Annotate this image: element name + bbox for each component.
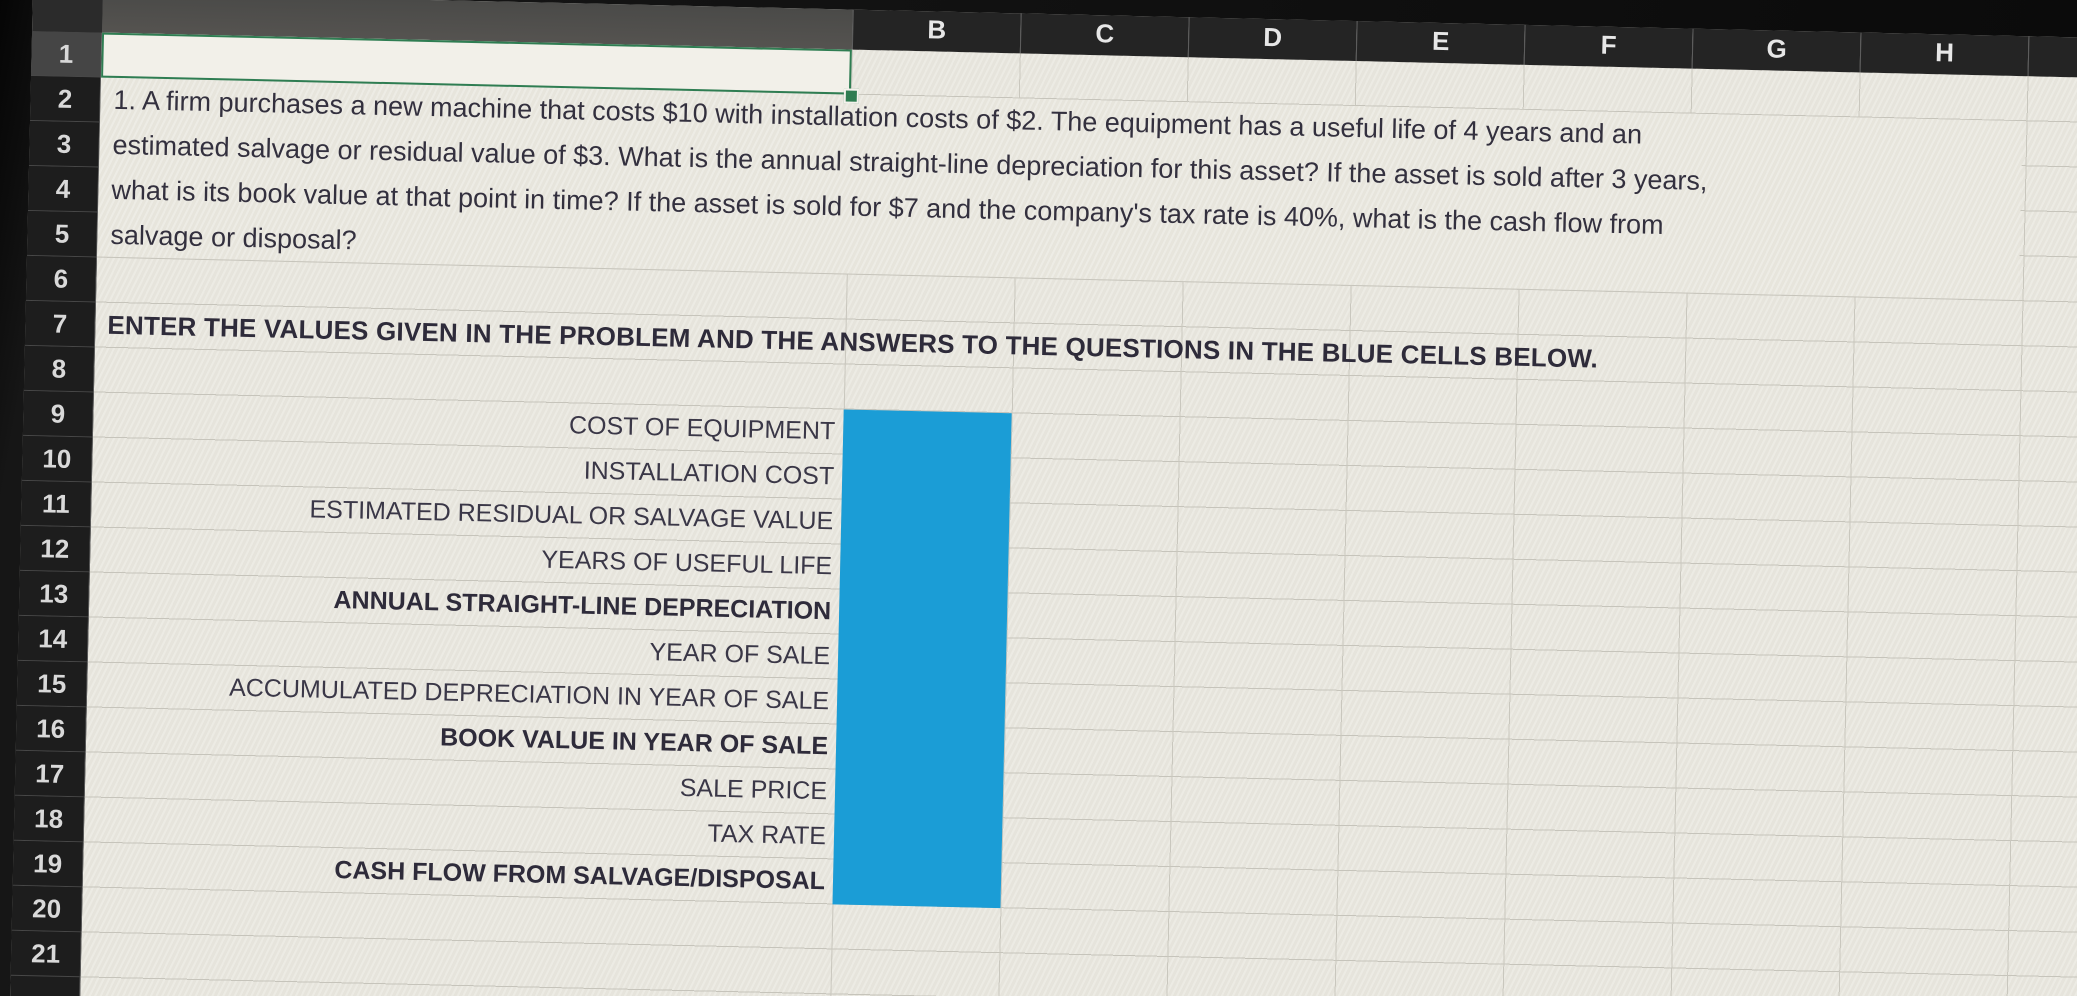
column-header-E[interactable]: E	[1355, 21, 1525, 65]
column-header-G[interactable]: G	[1691, 28, 1861, 73]
row-header-21[interactable]: 21	[10, 930, 81, 978]
column-header-D[interactable]: D	[1187, 17, 1357, 62]
column-header-partial[interactable]	[2027, 36, 2077, 81]
row-header-3[interactable]: 3	[29, 120, 100, 168]
column-header-F[interactable]: F	[1523, 24, 1693, 69]
blue-input-cells-B9-B19[interactable]	[832, 409, 1012, 909]
row-header-7[interactable]: 7	[24, 300, 95, 348]
row-header-4[interactable]: 4	[28, 165, 99, 213]
row-header-1[interactable]: 1	[31, 30, 102, 78]
row-header-2[interactable]: 2	[30, 75, 101, 123]
row-header-8[interactable]: 8	[23, 345, 94, 393]
row-header-20[interactable]: 20	[11, 885, 82, 933]
fill-handle[interactable]	[843, 88, 859, 104]
row-header-6[interactable]: 6	[25, 255, 96, 303]
column-header-H[interactable]: H	[1859, 32, 2029, 77]
column-header-C[interactable]: C	[1019, 13, 1189, 58]
column-header-B[interactable]: B	[851, 9, 1021, 54]
row-header-5[interactable]: 5	[26, 210, 97, 258]
